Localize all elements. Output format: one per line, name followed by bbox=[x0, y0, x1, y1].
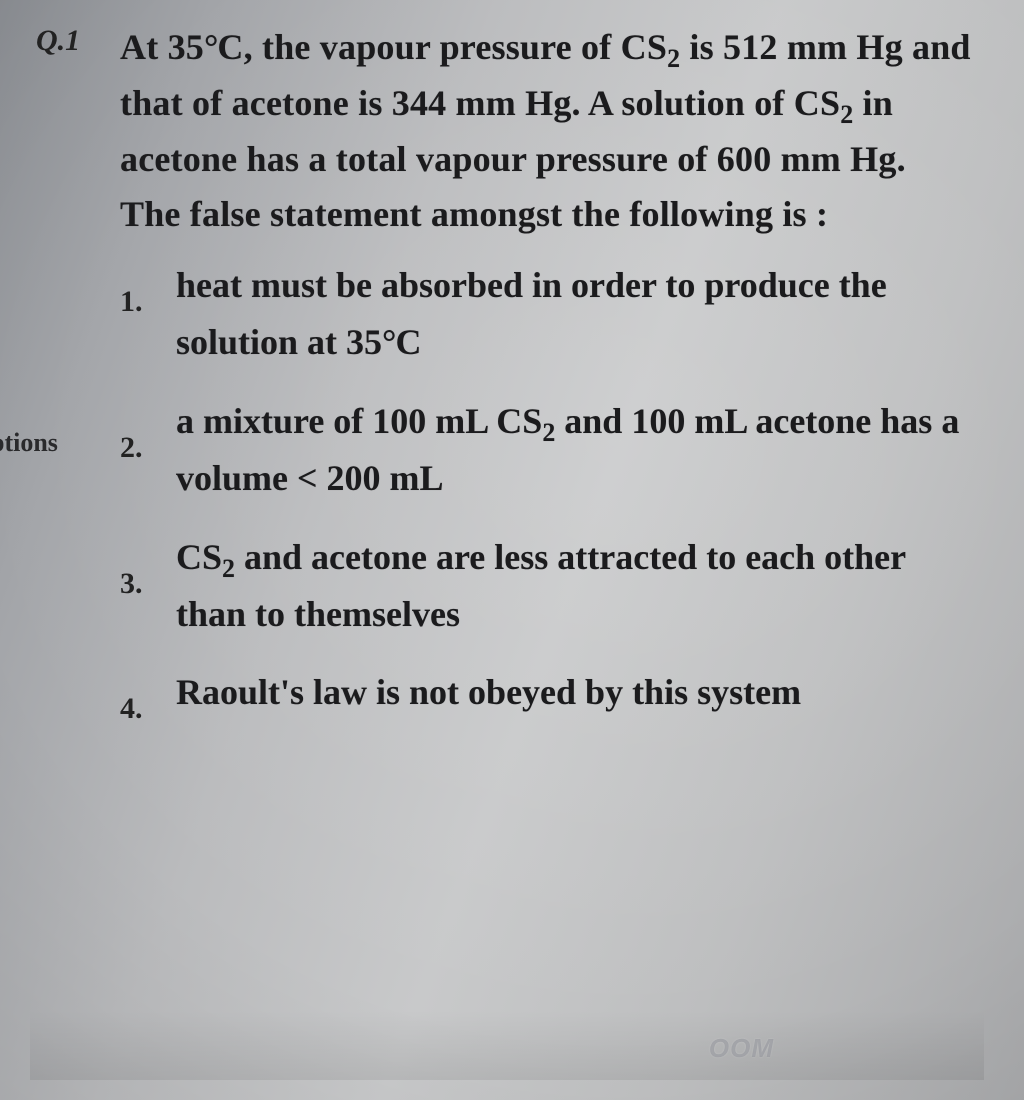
option-4: 4. Raoult's law is not obeyed by this sy… bbox=[120, 664, 974, 726]
question-text: At 35°C, the vapour pressure of CS2 is 5… bbox=[120, 20, 974, 243]
option-3: 3. CS2 and acetone are less attracted to… bbox=[120, 529, 974, 643]
option-text: heat must be absorbed in order to produc… bbox=[176, 257, 974, 371]
question-number: Q.1 bbox=[36, 24, 80, 58]
option-number: 4. bbox=[120, 664, 176, 726]
page: Q.1 At 35°C, the vapour pressure of CS2 … bbox=[30, 20, 984, 1080]
option-number: 3. bbox=[120, 529, 176, 601]
option-number: 2. bbox=[120, 393, 176, 465]
option-2: 2. a mixture of 100 mL CS2 and 100 mL ac… bbox=[120, 393, 974, 507]
question-stem: At 35°C, the vapour pressure of CS2 is 5… bbox=[120, 20, 974, 243]
option-text: Raoult's law is not obeyed by this syste… bbox=[176, 664, 974, 721]
options-list: 1. heat must be absorbed in order to pro… bbox=[120, 257, 974, 726]
option-text: a mixture of 100 mL CS2 and 100 mL aceto… bbox=[176, 393, 974, 507]
option-1: 1. heat must be absorbed in order to pro… bbox=[120, 257, 974, 371]
scanner-shadow bbox=[30, 1010, 984, 1080]
options-heading: ptions bbox=[0, 428, 58, 458]
option-text: CS2 and acetone are less attracted to ea… bbox=[176, 529, 974, 643]
watermark: OOM bbox=[709, 1033, 774, 1064]
option-number: 1. bbox=[120, 257, 176, 319]
